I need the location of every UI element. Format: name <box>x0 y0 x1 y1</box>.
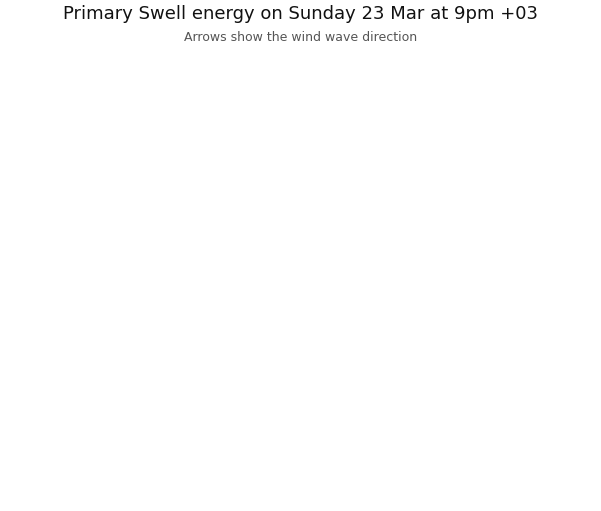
Text: cartopy required: cartopy required <box>243 271 358 286</box>
Text: Arrows show the wind wave direction: Arrows show the wind wave direction <box>184 31 417 44</box>
Text: Primary Swell energy on Sunday 23 Mar at 9pm +03: Primary Swell energy on Sunday 23 Mar at… <box>63 5 538 23</box>
